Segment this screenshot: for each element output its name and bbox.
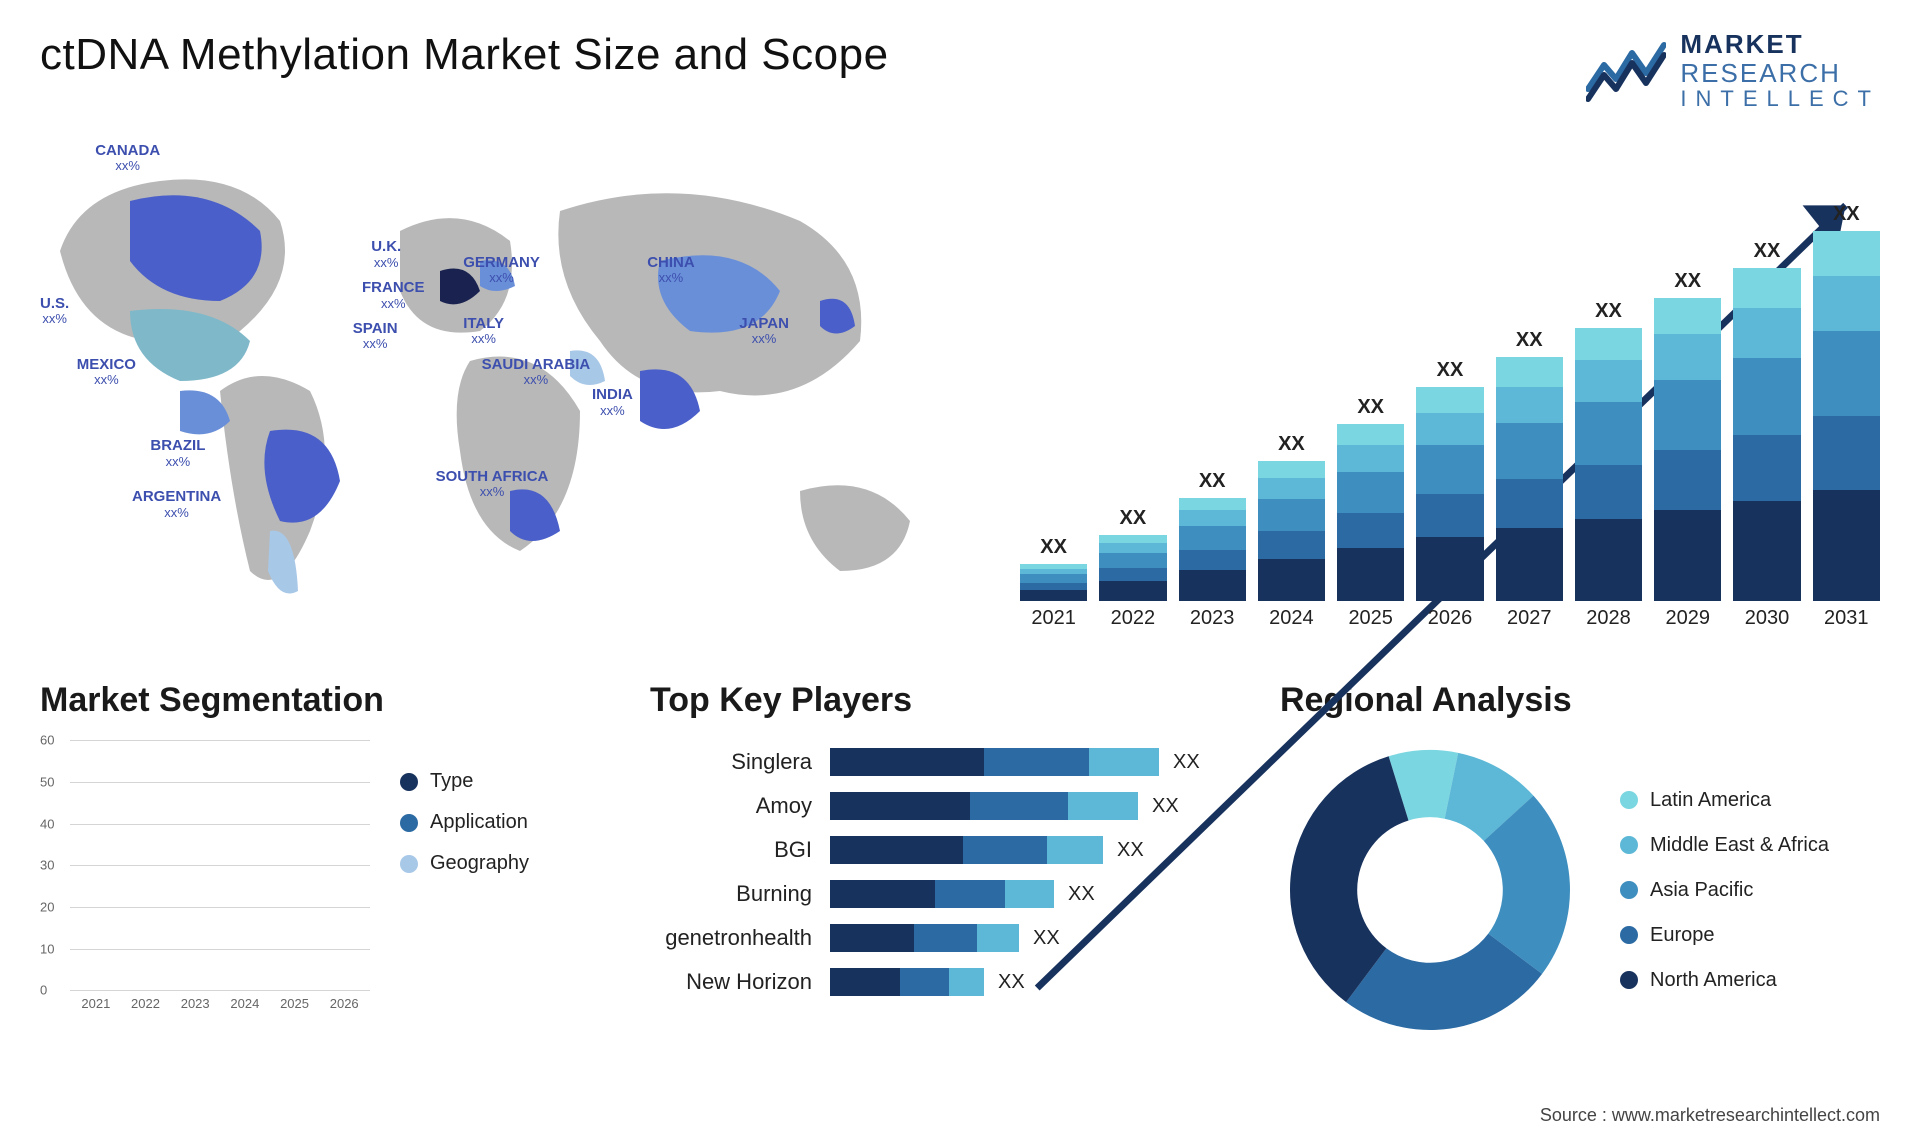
growth-xaxis-label: 2030: [1733, 601, 1800, 641]
key-player-row: New Horizon XX: [650, 960, 1230, 1004]
key-player-row: Amoy XX: [650, 784, 1230, 828]
map-label: CANADAxx%: [95, 142, 160, 174]
map-label: GERMANYxx%: [463, 254, 540, 286]
map-label: JAPANxx%: [739, 315, 789, 347]
segmentation-xaxis-label: 2022: [124, 990, 168, 1020]
growth-bar: XX: [1813, 231, 1880, 601]
segmentation-chart: 0102030405060 202120222023202420252026: [40, 740, 370, 1020]
segmentation-title: Market Segmentation: [40, 681, 600, 720]
legend-item: Asia Pacific: [1620, 879, 1829, 902]
growth-bar: XX: [1733, 268, 1800, 601]
growth-bar: XX: [1258, 461, 1325, 602]
segmentation-xaxis-label: 2021: [74, 990, 118, 1020]
growth-xaxis-label: 2025: [1337, 601, 1404, 641]
map-label: INDIAxx%: [592, 386, 633, 418]
map-label: SPAINxx%: [353, 320, 398, 352]
growth-bar: XX: [1337, 424, 1404, 602]
growth-xaxis-label: 2023: [1179, 601, 1246, 641]
growth-bar: XX: [1496, 357, 1563, 601]
regional-legend: Latin America Middle East & Africa Asia Pa…: [1620, 789, 1829, 992]
map-label: ITALYxx%: [463, 315, 504, 347]
legend-item: Geography: [400, 852, 529, 875]
map-label: U.K.xx%: [371, 238, 401, 270]
segmentation-xaxis-label: 2023: [173, 990, 217, 1020]
key-player-name: genetronhealth: [650, 925, 830, 951]
map-label: ARGENTINAxx%: [132, 488, 221, 520]
regional-title: Regional Analysis: [1280, 681, 1880, 720]
segmentation-legend: Type Application Geography: [400, 740, 529, 1020]
legend-item: Application: [400, 811, 529, 834]
logo-line1: MARKET: [1680, 30, 1880, 59]
map-label: BRAZILxx%: [150, 437, 205, 469]
key-player-value: XX: [1117, 839, 1144, 862]
key-player-row: Burning XX: [650, 872, 1230, 916]
key-player-value: XX: [998, 971, 1025, 994]
growth-bar: XX: [1020, 564, 1087, 601]
key-player-name: Singlera: [650, 749, 830, 775]
legend-item: Middle East & Africa: [1620, 834, 1829, 857]
regional-donut-chart: [1280, 740, 1580, 1040]
map-label: SOUTH AFRICAxx%: [436, 468, 549, 500]
growth-bar: XX: [1099, 535, 1166, 602]
logo-line2: RESEARCH: [1680, 59, 1880, 88]
growth-xaxis-label: 2022: [1099, 601, 1166, 641]
key-players-panel: Top Key Players SingleraXXAmoyXXBGIXXBur…: [650, 681, 1230, 1040]
key-player-value: XX: [1068, 883, 1095, 906]
segmentation-panel: Market Segmentation 0102030405060 202120…: [40, 681, 600, 1040]
map-label: SAUDI ARABIAxx%: [482, 356, 591, 388]
logo-icon: [1586, 39, 1666, 103]
key-player-name: New Horizon: [650, 969, 830, 995]
growth-xaxis-label: 2026: [1416, 601, 1483, 641]
growth-xaxis-label: 2024: [1258, 601, 1325, 641]
segmentation-xaxis-label: 2024: [223, 990, 267, 1020]
map-label: U.S.xx%: [40, 295, 69, 327]
key-player-name: Amoy: [650, 793, 830, 819]
segmentation-xaxis-label: 2026: [322, 990, 366, 1020]
key-player-row: Singlera XX: [650, 740, 1230, 784]
growth-bar: XX: [1575, 328, 1642, 602]
legend-item: Europe: [1620, 924, 1829, 947]
growth-xaxis-label: 2021: [1020, 601, 1087, 641]
map-label: CHINAxx%: [647, 254, 695, 286]
key-player-name: Burning: [650, 881, 830, 907]
brand-logo: MARKET RESEARCH INTELLECT: [1586, 30, 1880, 111]
growth-xaxis-label: 2028: [1575, 601, 1642, 641]
growth-bar: XX: [1179, 498, 1246, 602]
legend-item: Type: [400, 770, 529, 793]
growth-xaxis-label: 2031: [1813, 601, 1880, 641]
key-player-value: XX: [1152, 795, 1179, 818]
page-title: ctDNA Methylation Market Size and Scope: [40, 30, 889, 80]
regional-panel: Regional Analysis Latin America Middle Ea…: [1280, 681, 1880, 1040]
growth-bar: XX: [1416, 387, 1483, 602]
key-player-name: BGI: [650, 837, 830, 863]
segmentation-xaxis-label: 2025: [273, 990, 317, 1020]
key-player-value: XX: [1173, 751, 1200, 774]
world-map-panel: CANADAxx% U.S.xx% MEXICOxx% BRAZILxx% ARGENT…: [40, 131, 960, 641]
growth-bar: XX: [1654, 298, 1721, 601]
growth-xaxis-label: 2029: [1654, 601, 1721, 641]
map-label: FRANCExx%: [362, 279, 425, 311]
growth-xaxis-label: 2027: [1496, 601, 1563, 641]
map-label: MEXICOxx%: [77, 356, 136, 388]
logo-line3: INTELLECT: [1680, 87, 1880, 111]
key-player-value: XX: [1033, 927, 1060, 950]
legend-item: Latin America: [1620, 789, 1829, 812]
growth-chart-panel: XXXXXXXXXXXXXXXXXXXXXX 20212022202320242…: [1020, 131, 1880, 641]
source-attribution: Source : www.marketresearchintellect.com: [1540, 1105, 1880, 1126]
key-player-row: BGI XX: [650, 828, 1230, 872]
legend-item: North America: [1620, 969, 1829, 992]
key-player-row: genetronhealth XX: [650, 916, 1230, 960]
key-players-title: Top Key Players: [650, 681, 1230, 720]
